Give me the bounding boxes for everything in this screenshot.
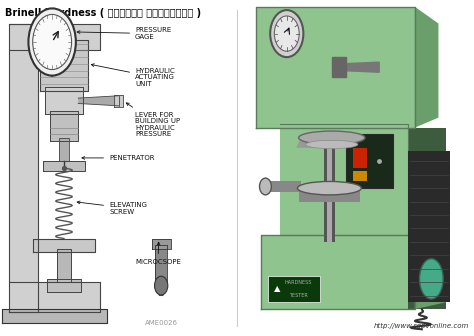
Polygon shape [415,7,438,128]
Polygon shape [261,235,415,309]
Polygon shape [78,96,118,106]
FancyBboxPatch shape [346,134,393,188]
Text: ELEVATING
SCREW: ELEVATING SCREW [77,201,147,215]
Ellipse shape [299,131,365,144]
Text: PRESSURE
GAGE: PRESSURE GAGE [77,27,171,40]
Text: MICROCSOPE: MICROCSOPE [135,242,181,265]
Circle shape [274,16,299,51]
Polygon shape [408,128,446,309]
Polygon shape [50,111,78,141]
Polygon shape [114,95,123,107]
Polygon shape [59,138,69,161]
Circle shape [259,178,271,195]
Text: LEVER FOR
BUILDING UP
HYDRAULIC
PRESSURE: LEVER FOR BUILDING UP HYDRAULIC PRESSURE [126,103,180,137]
Ellipse shape [419,259,443,299]
Circle shape [28,8,76,76]
Polygon shape [280,124,408,235]
Polygon shape [9,24,38,312]
Bar [353,148,367,168]
Text: HARDNESS: HARDNESS [285,280,312,285]
Polygon shape [296,138,367,148]
Point [60,165,68,171]
FancyBboxPatch shape [268,276,320,302]
Bar [353,171,367,181]
Polygon shape [9,282,100,312]
Point [375,159,383,164]
Polygon shape [57,249,71,282]
Polygon shape [415,235,446,309]
Text: TESTER: TESTER [289,293,308,298]
Polygon shape [38,50,100,282]
Circle shape [33,14,72,70]
Polygon shape [256,7,415,128]
Circle shape [155,276,168,295]
Polygon shape [9,24,100,50]
Polygon shape [43,161,85,171]
Text: PENETRATOR: PENETRATOR [82,155,155,161]
Text: http://www.rgpvonline.com: http://www.rgpvonline.com [374,323,469,329]
Polygon shape [327,144,332,242]
Polygon shape [47,279,81,292]
Polygon shape [2,309,107,323]
Polygon shape [261,181,301,192]
Circle shape [270,10,303,57]
Polygon shape [299,188,360,202]
Text: HYDRAULIC
ACTUATING
UNIT: HYDRAULIC ACTUATING UNIT [91,64,175,87]
Polygon shape [341,62,379,72]
Polygon shape [40,40,88,91]
Text: ▲: ▲ [274,285,281,293]
Polygon shape [157,286,165,296]
Text: AME0026: AME0026 [145,320,178,326]
Polygon shape [45,87,83,114]
Polygon shape [152,239,171,249]
Polygon shape [33,239,95,252]
Polygon shape [408,151,450,302]
Ellipse shape [306,140,358,149]
Ellipse shape [298,181,361,195]
Polygon shape [332,57,346,77]
Polygon shape [323,144,336,242]
Polygon shape [155,245,167,282]
Text: Brinell Hardness ( ब्रिनल हार्डनेस ): Brinell Hardness ( ब्रिनल हार्डनेस ) [5,8,201,18]
